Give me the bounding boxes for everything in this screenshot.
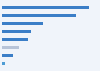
- Bar: [2, 46, 19, 49]
- Bar: [2, 6, 89, 9]
- Bar: [2, 30, 31, 33]
- Bar: [2, 22, 43, 25]
- Bar: [2, 38, 28, 41]
- Bar: [2, 14, 76, 17]
- Bar: [2, 62, 5, 65]
- Bar: [2, 54, 13, 57]
